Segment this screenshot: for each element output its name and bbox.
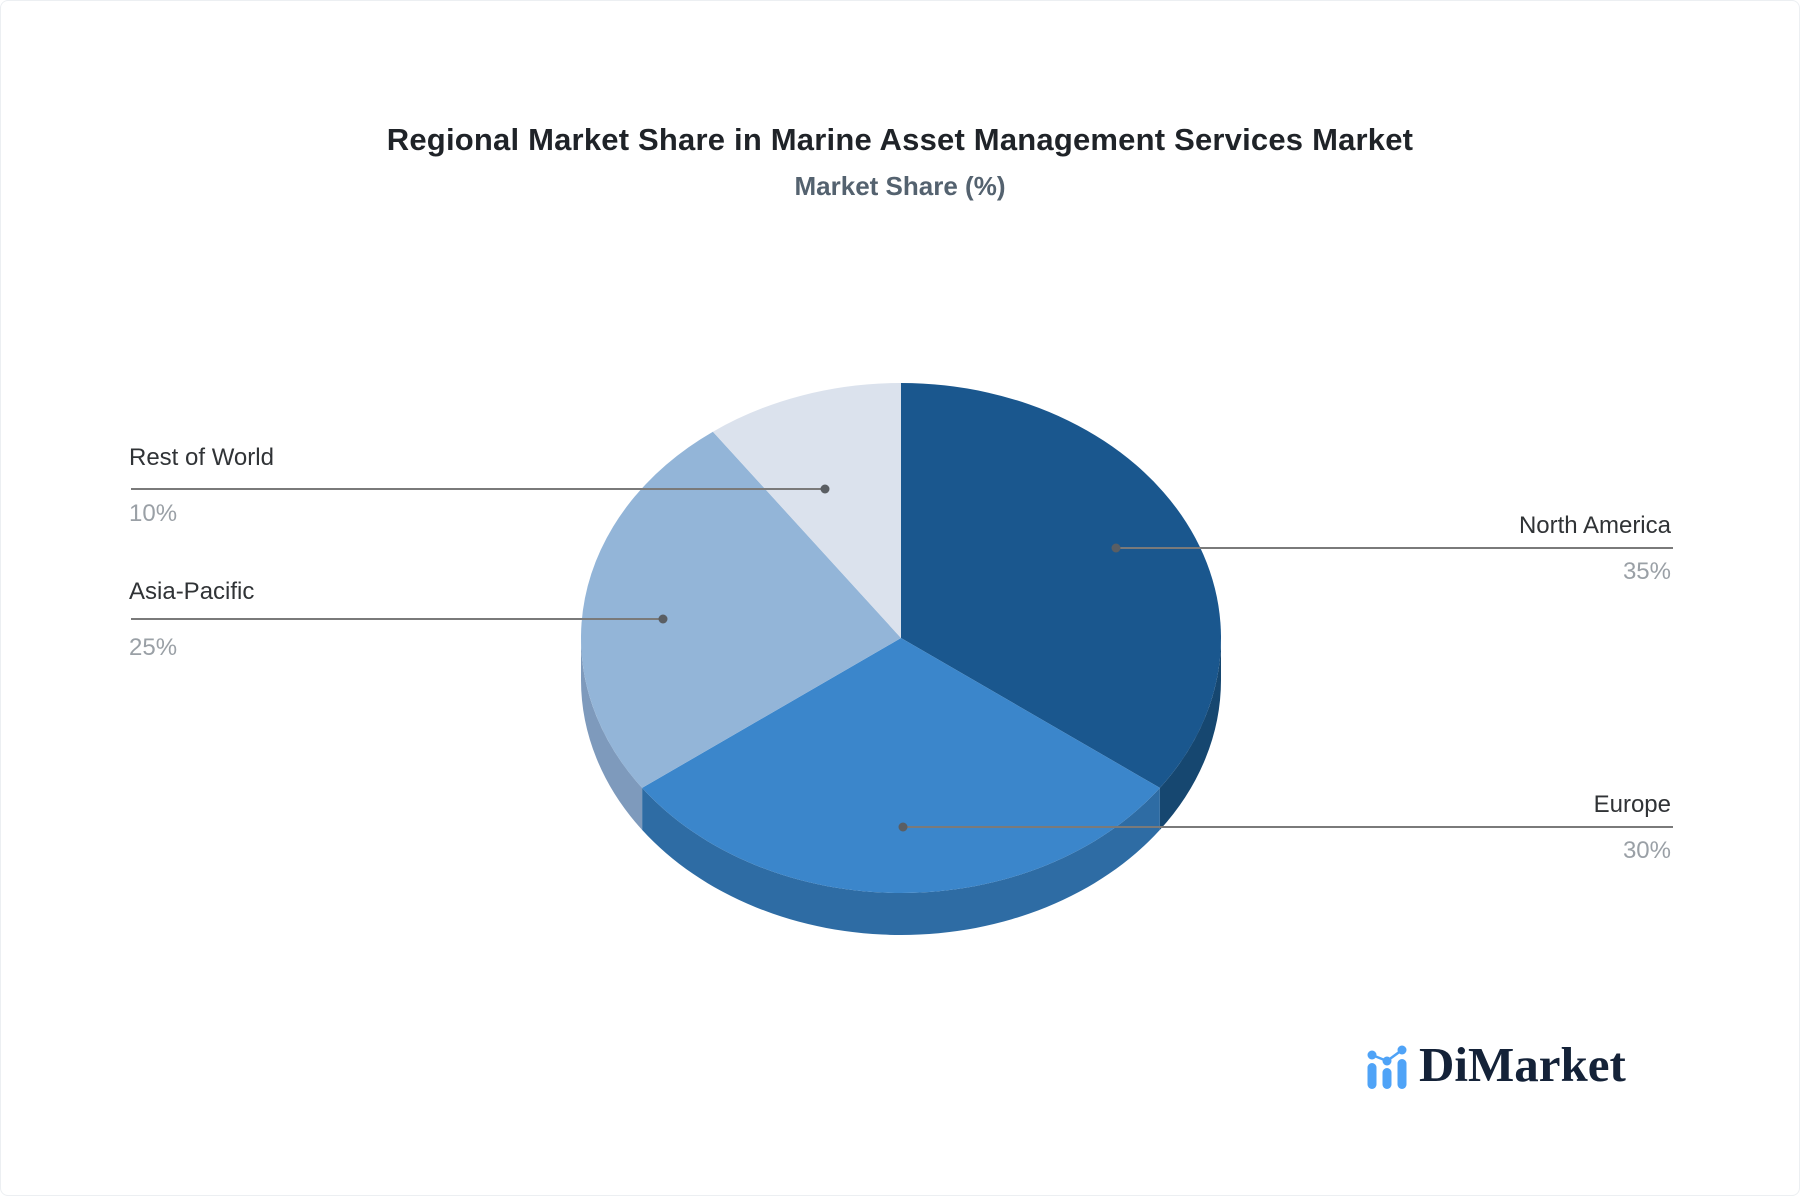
pie-side-asia-pacific [581, 638, 643, 830]
callout-label-north-america: North America [1518, 512, 1671, 539]
callout-label-rest-of-world: Rest of World [129, 444, 274, 471]
dimarket-logo-text: DiMarket [1419, 1037, 1626, 1092]
callout-dot-rest-of-world [820, 484, 830, 494]
pie-side-north-america [1159, 638, 1221, 830]
callout-value-asia-pacific: 25% [129, 634, 178, 661]
callout-dot-north-america [1111, 543, 1121, 553]
pie-slice-rest-of-world [712, 383, 901, 638]
pie-side-europe [642, 787, 1160, 935]
callout-value-rest-of-world: 10% [129, 500, 178, 527]
pie-slice-europe [642, 638, 1160, 893]
dimarket-logo: DiMarket [1361, 1039, 1641, 1099]
callout-label-asia-pacific: Asia-Pacific [129, 578, 255, 605]
callout-dot-europe [898, 822, 908, 832]
chart-subtitle: Market Share (%) [794, 171, 1006, 201]
pie-slice-north-america [901, 383, 1222, 788]
callout-value-europe: 30% [1622, 837, 1671, 864]
pie-slice-asia-pacific [581, 431, 901, 788]
callout-dot-asia-pacific [658, 614, 668, 624]
callout-value-north-america: 35% [1622, 558, 1671, 585]
callout-label-europe: Europe [1593, 791, 1671, 818]
bar-chart-trend-icon [1367, 1045, 1407, 1089]
chart-title: Regional Market Share in Marine Asset Ma… [386, 122, 1414, 157]
